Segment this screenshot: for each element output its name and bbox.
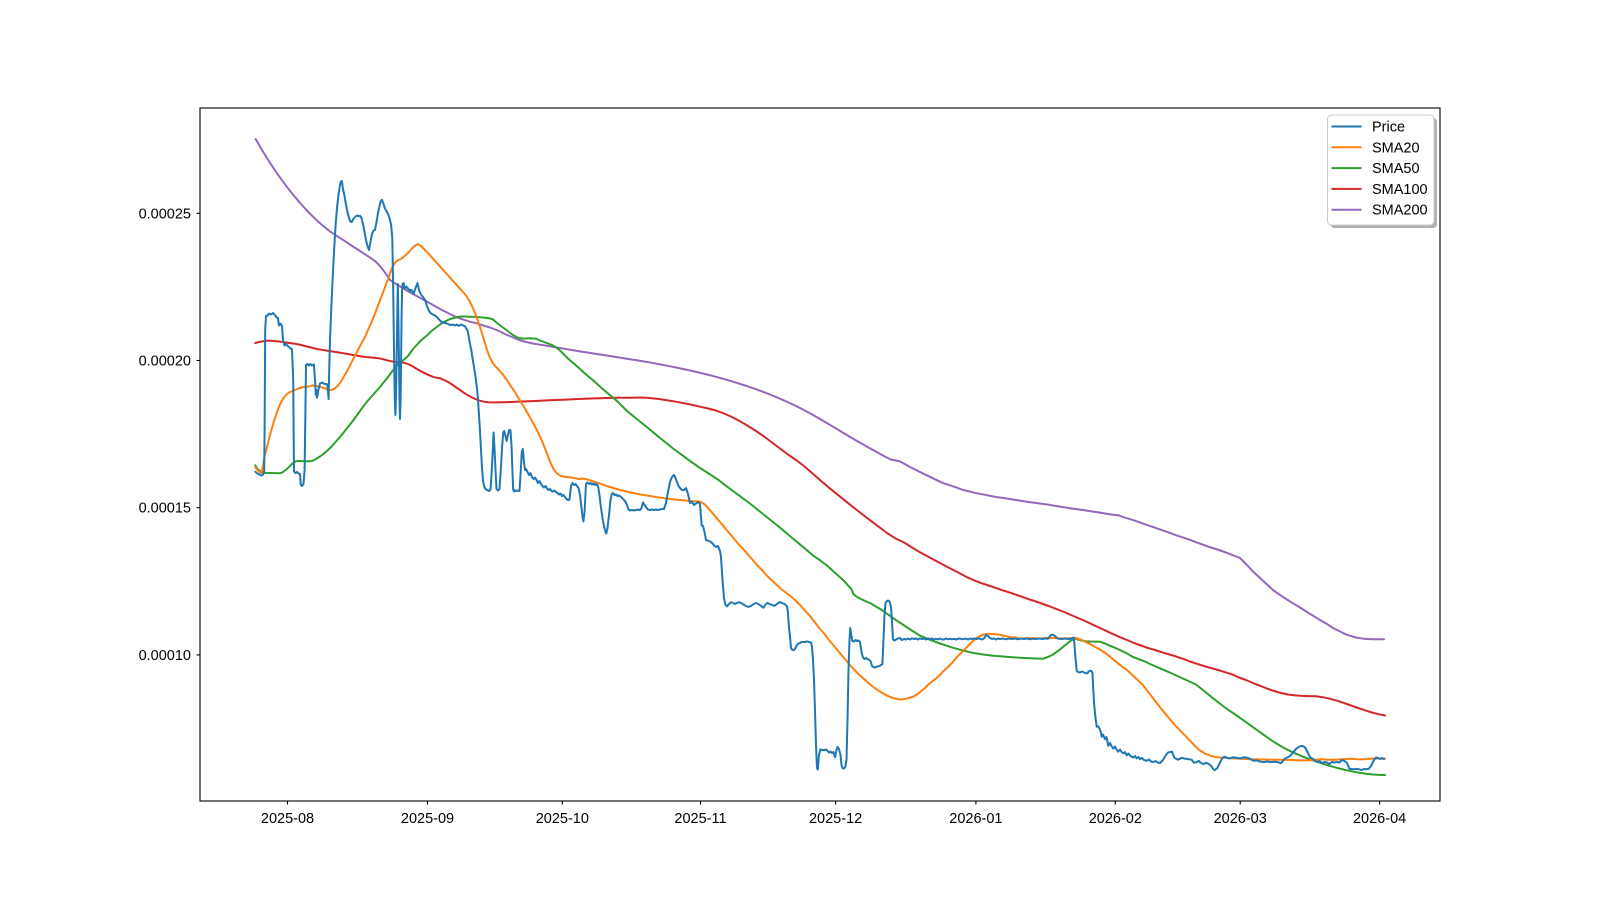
svg-text:2026-04: 2026-04 — [1353, 811, 1406, 827]
svg-text:0.00010: 0.00010 — [139, 648, 191, 664]
svg-text:2026-02: 2026-02 — [1089, 811, 1142, 827]
svg-text:2026-03: 2026-03 — [1214, 811, 1267, 827]
svg-text:2025-11: 2025-11 — [674, 811, 726, 827]
svg-text:SMA50: SMA50 — [1372, 161, 1420, 177]
svg-text:Price: Price — [1372, 120, 1405, 136]
svg-text:0.00025: 0.00025 — [139, 206, 191, 222]
svg-text:SMA20: SMA20 — [1372, 140, 1420, 156]
svg-text:0.00020: 0.00020 — [139, 354, 191, 370]
svg-text:2026-01: 2026-01 — [949, 811, 1002, 827]
svg-text:2025-08: 2025-08 — [261, 811, 314, 827]
svg-text:SMA200: SMA200 — [1372, 203, 1428, 219]
svg-text:0.00015: 0.00015 — [139, 501, 191, 517]
svg-text:2025-10: 2025-10 — [536, 811, 589, 827]
svg-text:2025-09: 2025-09 — [401, 811, 454, 827]
svg-text:SMA100: SMA100 — [1372, 182, 1428, 198]
svg-text:2025-12: 2025-12 — [809, 811, 862, 827]
